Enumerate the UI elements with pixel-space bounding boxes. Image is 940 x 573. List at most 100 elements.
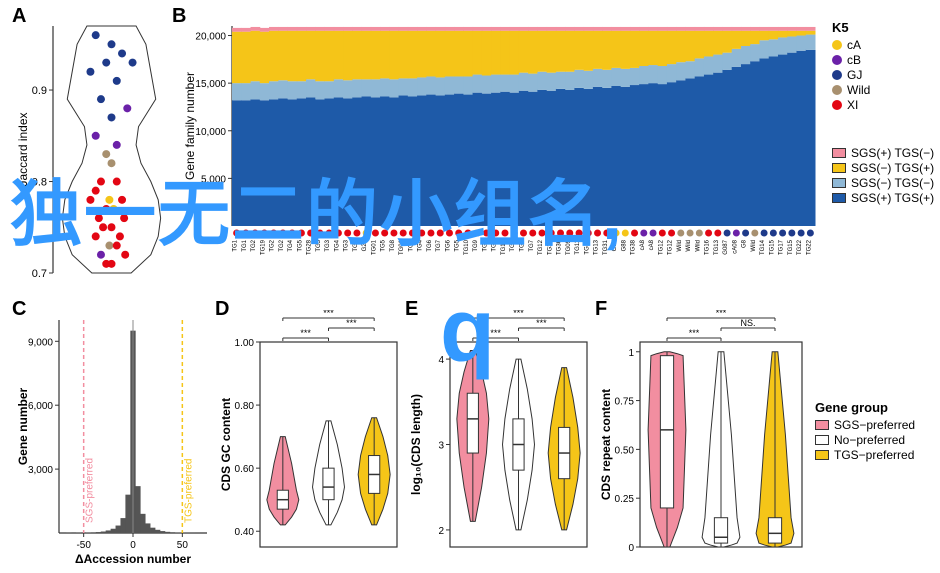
svg-text:***: *** xyxy=(513,310,524,318)
svg-text:log₁₀(CDS length): log₁₀(CDS length) xyxy=(409,394,423,495)
svg-text:TG8: TG8 xyxy=(390,239,396,251)
legend-label: TGS−preferred xyxy=(834,448,914,462)
svg-text:Jaccard index: Jaccard index xyxy=(16,112,30,186)
svg-text:TG22: TG22 xyxy=(797,239,803,255)
svg-text:TG1: TG1 xyxy=(233,239,239,251)
svg-text:TG3: TG3 xyxy=(316,239,322,251)
svg-text:2: 2 xyxy=(438,526,444,537)
svg-text:TG8: TG8 xyxy=(510,239,516,251)
svg-text:SGS-preferred: SGS-preferred xyxy=(85,458,96,523)
svg-text:Wild: Wild xyxy=(695,240,701,252)
svg-text:TG01: TG01 xyxy=(399,239,405,255)
svg-text:CDS GC content: CDS GC content xyxy=(219,398,233,491)
svg-text:TG9: TG9 xyxy=(482,239,488,251)
svg-text:TG9: TG9 xyxy=(473,239,479,251)
svg-text:TG7: TG7 xyxy=(436,239,442,251)
svg-text:1.00: 1.00 xyxy=(235,338,255,349)
svg-text:0.80: 0.80 xyxy=(235,401,255,412)
svg-text:cA8: cA8 xyxy=(649,239,655,250)
legend-label: SGS(+) TGS(+) xyxy=(851,191,934,205)
legend-label: Wild xyxy=(847,83,870,97)
legend-dot xyxy=(832,40,842,50)
svg-text:0.7: 0.7 xyxy=(32,268,47,280)
svg-text:TG22: TG22 xyxy=(806,239,812,255)
legend-dot xyxy=(832,55,842,65)
svg-text:Gene family number: Gene family number xyxy=(183,72,197,180)
svg-text:TG7: TG7 xyxy=(492,239,498,251)
svg-text:TG10: TG10 xyxy=(501,239,507,255)
svg-text:0.9: 0.9 xyxy=(32,85,47,97)
legend-label: cA xyxy=(847,38,861,52)
svg-text:TG5: TG5 xyxy=(381,239,387,251)
gene-group-legend-title: Gene group xyxy=(815,400,915,415)
svg-text:***: *** xyxy=(536,318,547,328)
legend-label: SGS(+) TGS(−) xyxy=(851,146,934,160)
svg-text:TG13: TG13 xyxy=(594,239,600,255)
stack-legend-item: SGS(+) TGS(−) xyxy=(832,146,934,160)
gene-group-legend-item: No−preferred xyxy=(815,433,915,447)
legend-box xyxy=(815,420,829,430)
svg-text:3: 3 xyxy=(438,441,444,452)
svg-text:TG7: TG7 xyxy=(529,239,535,251)
legend-dot xyxy=(832,70,842,80)
svg-text:0.50: 0.50 xyxy=(615,445,635,456)
svg-text:TG16: TG16 xyxy=(705,239,711,255)
svg-text:G8: G8 xyxy=(742,239,748,248)
k5-legend-item: GJ xyxy=(832,68,870,82)
svg-text:5,000: 5,000 xyxy=(201,174,226,185)
svg-text:Gene number: Gene number xyxy=(16,388,30,466)
svg-text:4: 4 xyxy=(438,355,444,366)
svg-text:TG4: TG4 xyxy=(334,239,340,251)
svg-text:TG1: TG1 xyxy=(242,239,248,251)
svg-text:15,000: 15,000 xyxy=(195,79,226,90)
svg-text:TGS-preferred: TGS-preferred xyxy=(183,459,194,523)
svg-text:TG2: TG2 xyxy=(251,239,257,251)
svg-text:TG4: TG4 xyxy=(288,239,294,251)
gene-group-legend-item: TGS−preferred xyxy=(815,448,915,462)
stack-legend-item: SGS(+) TGS(+) xyxy=(832,191,934,205)
svg-text:G087: G087 xyxy=(723,239,729,254)
legend-label: cB xyxy=(847,53,861,67)
svg-text:0.40: 0.40 xyxy=(235,527,255,538)
svg-text:***: *** xyxy=(490,328,501,338)
legend-box xyxy=(832,178,846,188)
k5-legend: K5 cAcBGJWildXI xyxy=(832,20,870,113)
svg-text:TG15: TG15 xyxy=(769,239,775,255)
legend-dot xyxy=(832,100,842,110)
svg-text:CDS repeat content: CDS repeat content xyxy=(599,389,613,500)
svg-text:TG28: TG28 xyxy=(307,239,313,255)
legend-box xyxy=(832,148,846,158)
legend-label: SGS−preferred xyxy=(834,418,915,432)
svg-text:TG2: TG2 xyxy=(279,239,285,251)
svg-text:TG4: TG4 xyxy=(418,239,424,251)
svg-text:TG5: TG5 xyxy=(297,239,303,251)
svg-text:1: 1 xyxy=(628,348,634,359)
svg-text:***: *** xyxy=(300,328,311,338)
svg-text:0: 0 xyxy=(130,540,136,551)
svg-text:TG3: TG3 xyxy=(325,239,331,251)
svg-text:0.75: 0.75 xyxy=(615,397,635,408)
svg-text:TG4: TG4 xyxy=(353,239,359,251)
svg-text:0.8: 0.8 xyxy=(32,177,47,189)
svg-text:TG14: TG14 xyxy=(760,239,766,255)
svg-text:20,000: 20,000 xyxy=(195,32,226,43)
svg-text:***: *** xyxy=(346,318,357,328)
legend-label: SGS(−) TGS(−) xyxy=(851,176,934,190)
legend-box xyxy=(815,435,829,445)
svg-text:6,000: 6,000 xyxy=(28,401,53,412)
svg-text:Wild: Wild xyxy=(751,240,757,252)
svg-text:cA08: cA08 xyxy=(732,239,738,253)
svg-text:TG17: TG17 xyxy=(779,239,785,255)
svg-text:***: *** xyxy=(689,328,700,338)
svg-text:TG12: TG12 xyxy=(668,239,674,255)
k5-legend-item: cA xyxy=(832,38,870,52)
panel-D-plot: 0.400.600.801.00CDS GC content********* xyxy=(218,310,403,565)
svg-text:TG10: TG10 xyxy=(464,239,470,255)
svg-text:cA8: cA8 xyxy=(640,239,646,250)
panel-C-plot: 3,0006,0009,000-50050Gene numberΔAccessi… xyxy=(15,310,215,565)
svg-text:TG19: TG19 xyxy=(260,239,266,255)
svg-text:TG6: TG6 xyxy=(408,239,414,251)
k5-legend-item: cB xyxy=(832,53,870,67)
svg-text:9,000: 9,000 xyxy=(28,337,53,348)
svg-text:TG12: TG12 xyxy=(658,239,664,255)
